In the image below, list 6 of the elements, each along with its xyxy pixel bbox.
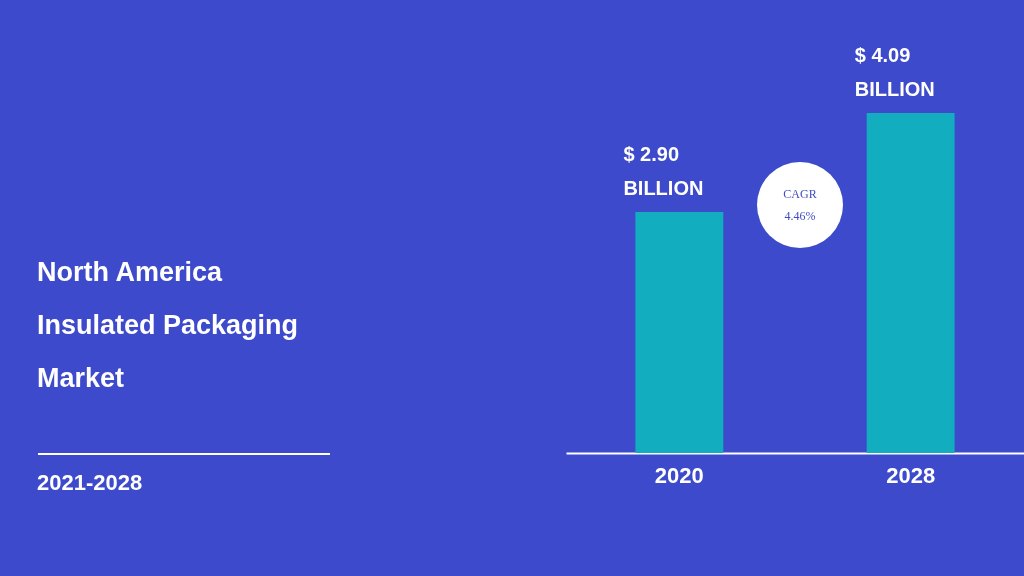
data-label: $ 4.09 BILLION [854, 44, 935, 100]
x-tick-label: 2020 [654, 462, 704, 488]
x-tick-label: 2028 [886, 462, 936, 488]
text: 2021-2028 [37, 469, 143, 497]
data-label: $ 2.90 BILLION [623, 142, 704, 199]
text: North America Insulated Packaging Market [37, 256, 300, 395]
